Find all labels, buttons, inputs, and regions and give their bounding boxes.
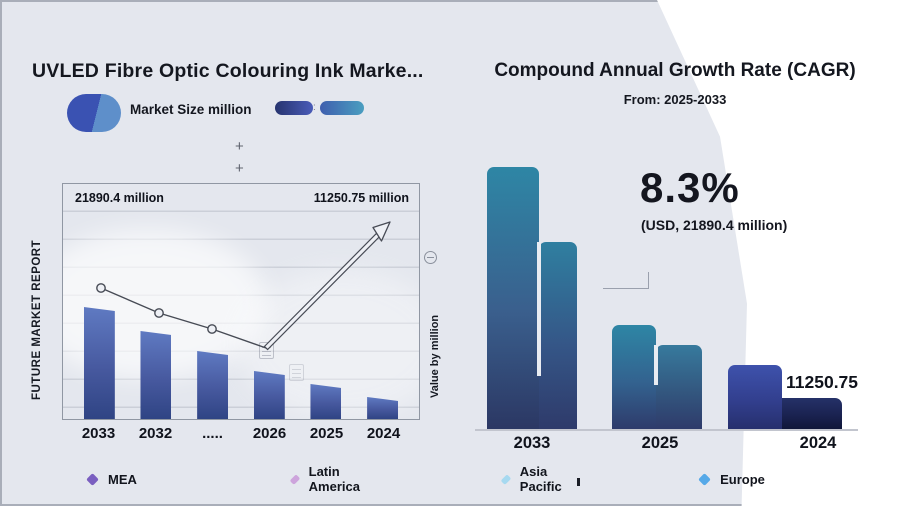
tick-mark xyxy=(577,478,580,486)
chart-annotation-left: 21890.4 million xyxy=(75,191,164,205)
cylinder-icon xyxy=(67,94,121,132)
cagr-group-2024 xyxy=(728,365,842,430)
legend-label: Latin America xyxy=(308,464,360,494)
cagr-bar xyxy=(782,398,842,430)
cagr-bar xyxy=(612,325,656,430)
plus-mark-icon: + xyxy=(235,138,244,155)
cagr-baseline xyxy=(475,429,858,431)
cagr-value: 8.3% xyxy=(640,164,740,211)
legend-diamond-icon xyxy=(86,472,99,486)
cagr-x-label: 2033 xyxy=(513,434,551,452)
cagr-bar xyxy=(656,345,702,430)
cagr-bar xyxy=(728,365,782,430)
watermark-clipboard-icon-2 xyxy=(289,364,304,381)
legend-item-asia-pacific: Asia Pacific xyxy=(500,464,565,494)
report-watermark-label: FUTURE MARKET REPORT xyxy=(31,239,43,401)
legend-item-mea: MEA xyxy=(86,471,137,487)
market-size-bar xyxy=(367,397,399,419)
group-notch xyxy=(537,242,541,376)
x-axis-label: ..... xyxy=(202,425,223,442)
group-notch xyxy=(654,345,658,385)
x-axis-label: 2025 xyxy=(309,425,344,442)
legend-diamond-icon xyxy=(500,473,512,485)
cagr-detail: (USD, 21890.4 million) xyxy=(641,217,788,233)
trend-line-overlay xyxy=(96,221,391,351)
market-size-bar xyxy=(310,384,342,419)
market-size-chart: 21890.4 million 11250.75 million xyxy=(62,183,420,420)
page-title: UVLED Fibre Optic Colouring Ink Marke... xyxy=(32,60,424,82)
value-axis-label: Value by million xyxy=(429,314,441,398)
growth-arrow-head xyxy=(372,221,391,242)
market-size-bar xyxy=(83,307,115,419)
x-axis-label: 2033 xyxy=(81,425,116,442)
x-axis-label: 2024 xyxy=(366,425,401,442)
x-axis-label: 2026 xyxy=(252,425,287,442)
cagr-title: Compound Annual Growth Rate (CAGR) xyxy=(494,60,856,81)
cagr-bar xyxy=(487,167,539,430)
market-size-bar xyxy=(253,371,285,419)
market-size-bars xyxy=(63,184,419,419)
gradient-pill-icon xyxy=(275,101,313,115)
cagr-end-value: 11250.75 xyxy=(786,372,859,392)
plus-mark-icon-2: + xyxy=(235,160,244,177)
legend-diamond-icon xyxy=(698,472,711,486)
growth-arrow-shaft xyxy=(263,232,381,351)
trend-line xyxy=(100,287,267,349)
pill-separator: : xyxy=(313,102,316,113)
x-axis-label: 2032 xyxy=(138,425,173,442)
cagr-subtitle: From: 2025-2033 xyxy=(623,92,727,107)
corner-bracket xyxy=(603,272,649,289)
trend-marker xyxy=(96,283,106,293)
chart-annotation-right: 11250.75 million xyxy=(313,191,409,205)
cagr-group-2033 xyxy=(487,167,577,430)
legend-label: Europe xyxy=(720,471,765,487)
market-size-bar xyxy=(140,331,172,419)
cagr-group-2025 xyxy=(612,325,702,430)
legend-item-europe: Europe xyxy=(698,471,765,487)
cagr-x-label: 2025 xyxy=(641,434,679,452)
market-size-x-labels: 2033 2032..... 2026 2025 2024 xyxy=(62,425,420,442)
minus-circle-icon xyxy=(424,251,437,264)
cagr-bar xyxy=(539,242,577,430)
gradient-pill-icon-2 xyxy=(320,101,364,115)
legend-item-latin-america: Latin America xyxy=(289,464,363,494)
legend-label: MEA xyxy=(108,471,137,487)
legend-diamond-icon xyxy=(289,473,300,485)
market-size-label: Market Size million xyxy=(130,102,252,117)
cagr-x-label: 2024 xyxy=(799,434,837,452)
trend-marker xyxy=(154,308,164,318)
market-size-bar xyxy=(197,351,229,419)
trend-marker xyxy=(207,324,217,334)
legend-label: Asia Pacific xyxy=(519,464,562,494)
